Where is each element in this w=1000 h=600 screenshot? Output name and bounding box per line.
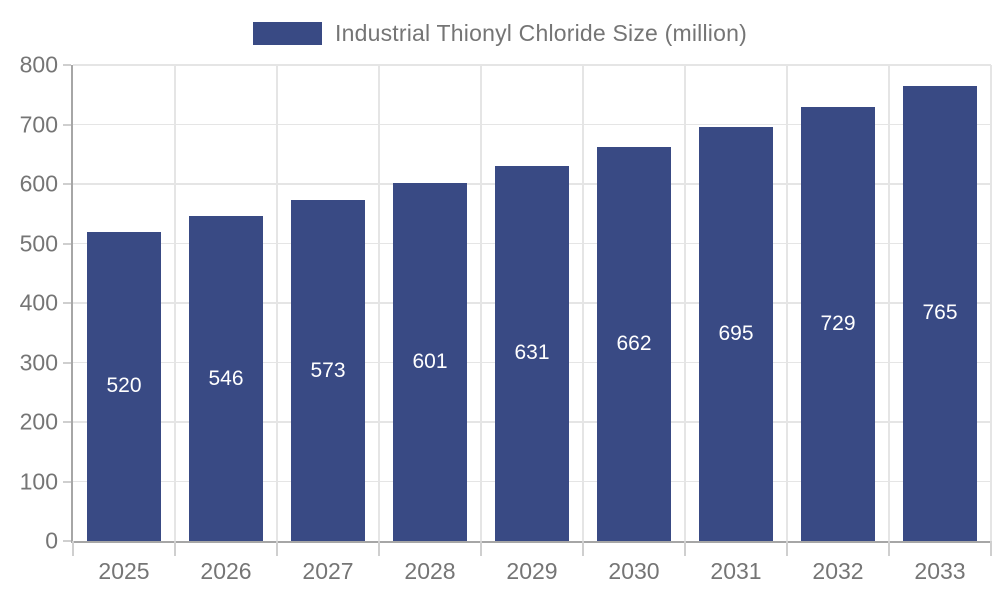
y-tick-label: 200 [19, 408, 58, 435]
y-tick-label: 100 [19, 468, 58, 494]
v-gridline [480, 65, 482, 541]
y-tick-label: 0 [45, 527, 58, 554]
y-tick-mark [63, 480, 71, 483]
x-tick-label: 2029 [506, 558, 558, 584]
x-tick-label: 2033 [914, 558, 966, 584]
y-tick-label: 400 [19, 289, 58, 316]
v-gridline [888, 65, 890, 541]
y-tick-mark [63, 361, 71, 364]
v-gridline [990, 65, 992, 541]
x-tick-mark [276, 541, 278, 556]
bar-2030: 662 [597, 147, 671, 541]
bar-value-label: 601 [412, 350, 448, 374]
v-gridline [276, 65, 278, 541]
v-gridline [174, 65, 176, 541]
y-tick-mark [63, 421, 71, 423]
x-tick-mark [174, 541, 176, 556]
x-tick-label: 2032 [812, 558, 864, 584]
v-gridline [684, 65, 686, 541]
bar-value-label: 765 [922, 301, 958, 325]
v-gridline [786, 65, 788, 541]
x-tick-label: 2026 [200, 558, 252, 584]
y-tick-label: 500 [19, 230, 58, 256]
y-tick-label: 300 [19, 349, 58, 375]
bar-value-label: 546 [208, 366, 244, 390]
x-axis-line [71, 541, 991, 543]
bar-value-label: 573 [310, 358, 346, 382]
x-tick-label: 2031 [710, 558, 762, 584]
bar-value-label: 695 [718, 322, 754, 346]
y-tick-label: 600 [19, 170, 58, 197]
legend-swatch [253, 22, 323, 45]
y-tick-mark [63, 302, 71, 304]
bar-2026: 546 [189, 216, 263, 541]
bar-2028: 601 [393, 183, 467, 541]
x-tick-label: 2030 [608, 558, 660, 584]
bar-2032: 729 [801, 107, 875, 541]
x-tick-mark [888, 541, 890, 556]
bar-2031: 695 [699, 127, 773, 541]
y-tick-label: 700 [19, 111, 58, 137]
legend: Industrial Thionyl Chloride Size (millio… [0, 20, 1000, 47]
y-tick-label: 800 [19, 51, 58, 78]
x-tick-mark [582, 541, 584, 556]
x-tick-mark [378, 541, 380, 556]
y-tick-mark [63, 183, 71, 185]
bar-value-label: 729 [820, 312, 856, 336]
y-tick-mark [63, 242, 71, 245]
x-tick-label: 2025 [98, 558, 150, 584]
bar-2025: 520 [87, 231, 161, 541]
bar-value-label: 631 [514, 341, 550, 365]
bar-2027: 573 [291, 200, 365, 541]
bar-2029: 631 [495, 165, 569, 541]
y-axis-line [71, 65, 73, 541]
bar-2033: 765 [903, 85, 977, 541]
h-gridline [73, 64, 991, 66]
x-tick-mark [72, 541, 74, 556]
legend-label: Industrial Thionyl Chloride Size (millio… [335, 20, 747, 46]
h-gridline [73, 123, 991, 126]
v-gridline [378, 65, 380, 541]
x-tick-mark [990, 541, 992, 556]
bar-value-label: 520 [106, 374, 142, 398]
y-tick-mark [63, 123, 71, 126]
plot-area: 520 546 573 601 631 662 695 729 765 0 100 200 300 40… [20, 52, 992, 584]
x-tick-label: 2028 [404, 558, 456, 584]
x-tick-mark [684, 541, 686, 556]
y-tick-mark [63, 540, 71, 542]
x-tick-mark [480, 541, 482, 556]
bar-value-label: 662 [616, 332, 652, 356]
v-gridline [582, 65, 584, 541]
x-tick-label: 2027 [302, 558, 354, 584]
x-tick-mark [786, 541, 788, 556]
y-tick-mark [63, 64, 71, 66]
